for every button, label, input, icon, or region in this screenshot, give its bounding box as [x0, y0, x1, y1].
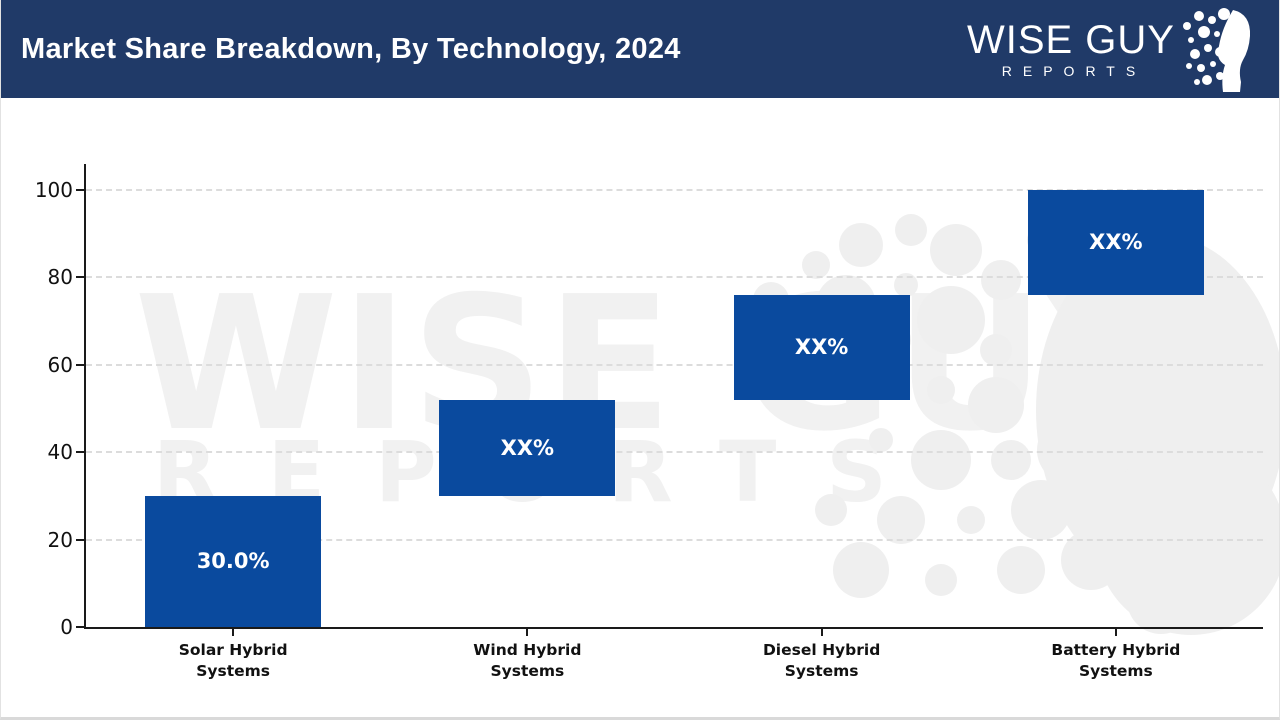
y-tick-mark-40 [76, 451, 85, 454]
x-tick-mark-diesel-hybrid-systems [820, 629, 823, 636]
y-tick-label-80: 80 [47, 265, 73, 290]
x-category-label-wind-hybrid-systems: Wind Hybrid Systems [473, 641, 582, 680]
gridline-40 [86, 451, 1263, 454]
y-tick-label-20: 20 [47, 527, 73, 552]
y-axis-line [84, 163, 86, 629]
brand-logo: WISE GUY REPORTS [967, 6, 1255, 92]
gridline-60 [86, 363, 1263, 366]
x-tick-mark-wind-hybrid-systems [526, 629, 529, 636]
y-tick-label-60: 60 [47, 352, 73, 377]
brand-logo-text: WISE GUY REPORTS [967, 20, 1175, 78]
bar-value-label: XX% [500, 435, 555, 460]
y-tick-mark-80 [76, 276, 85, 279]
x-category-label-diesel-hybrid-systems: Diesel Hybrid Systems [762, 641, 881, 680]
bar-battery-hybrid-systems: XX% [1027, 190, 1204, 295]
bar-value-label: XX% [1089, 230, 1143, 255]
x-tick-mark-solar-hybrid-systems [232, 629, 235, 636]
y-tick-mark-0 [76, 626, 85, 628]
y-tick-label-40: 40 [47, 440, 73, 465]
y-tick-mark-20 [76, 538, 85, 541]
y-tick-label-0: 0 [60, 615, 73, 639]
y-tick-mark-60 [76, 363, 85, 366]
x-tick-mark-battery-hybrid-systems [1114, 629, 1117, 636]
header-bar: Market Share Breakdown, By Technology, 2… [1, 0, 1279, 98]
brand-logo-primary: WISE GUY [966, 18, 1175, 62]
gridline-100 [86, 189, 1263, 191]
x-category-label-solar-hybrid-systems: Solar Hybrid Systems [178, 641, 288, 680]
gridline-80 [86, 276, 1263, 279]
page-title: Market Share Breakdown, By Technology, 2… [21, 32, 681, 65]
bar-wind-hybrid-systems: XX% [439, 399, 616, 496]
gridline-20 [86, 538, 1263, 541]
bar-value-label: 30.0% [196, 549, 270, 574]
y-tick-label-100: 100 [34, 178, 73, 202]
bar-value-label: XX% [794, 335, 849, 360]
logo-head-icon [1183, 8, 1251, 92]
x-axis-line [84, 627, 1263, 629]
bar-diesel-hybrid-systems: XX% [733, 294, 910, 400]
bar-solar-hybrid-systems: 30.0% [145, 495, 322, 627]
y-tick-mark-100 [76, 189, 85, 191]
brand-logo-secondary: REPORTS [1001, 63, 1147, 79]
x-category-label-battery-hybrid-systems: Battery Hybrid Systems [1051, 641, 1181, 680]
